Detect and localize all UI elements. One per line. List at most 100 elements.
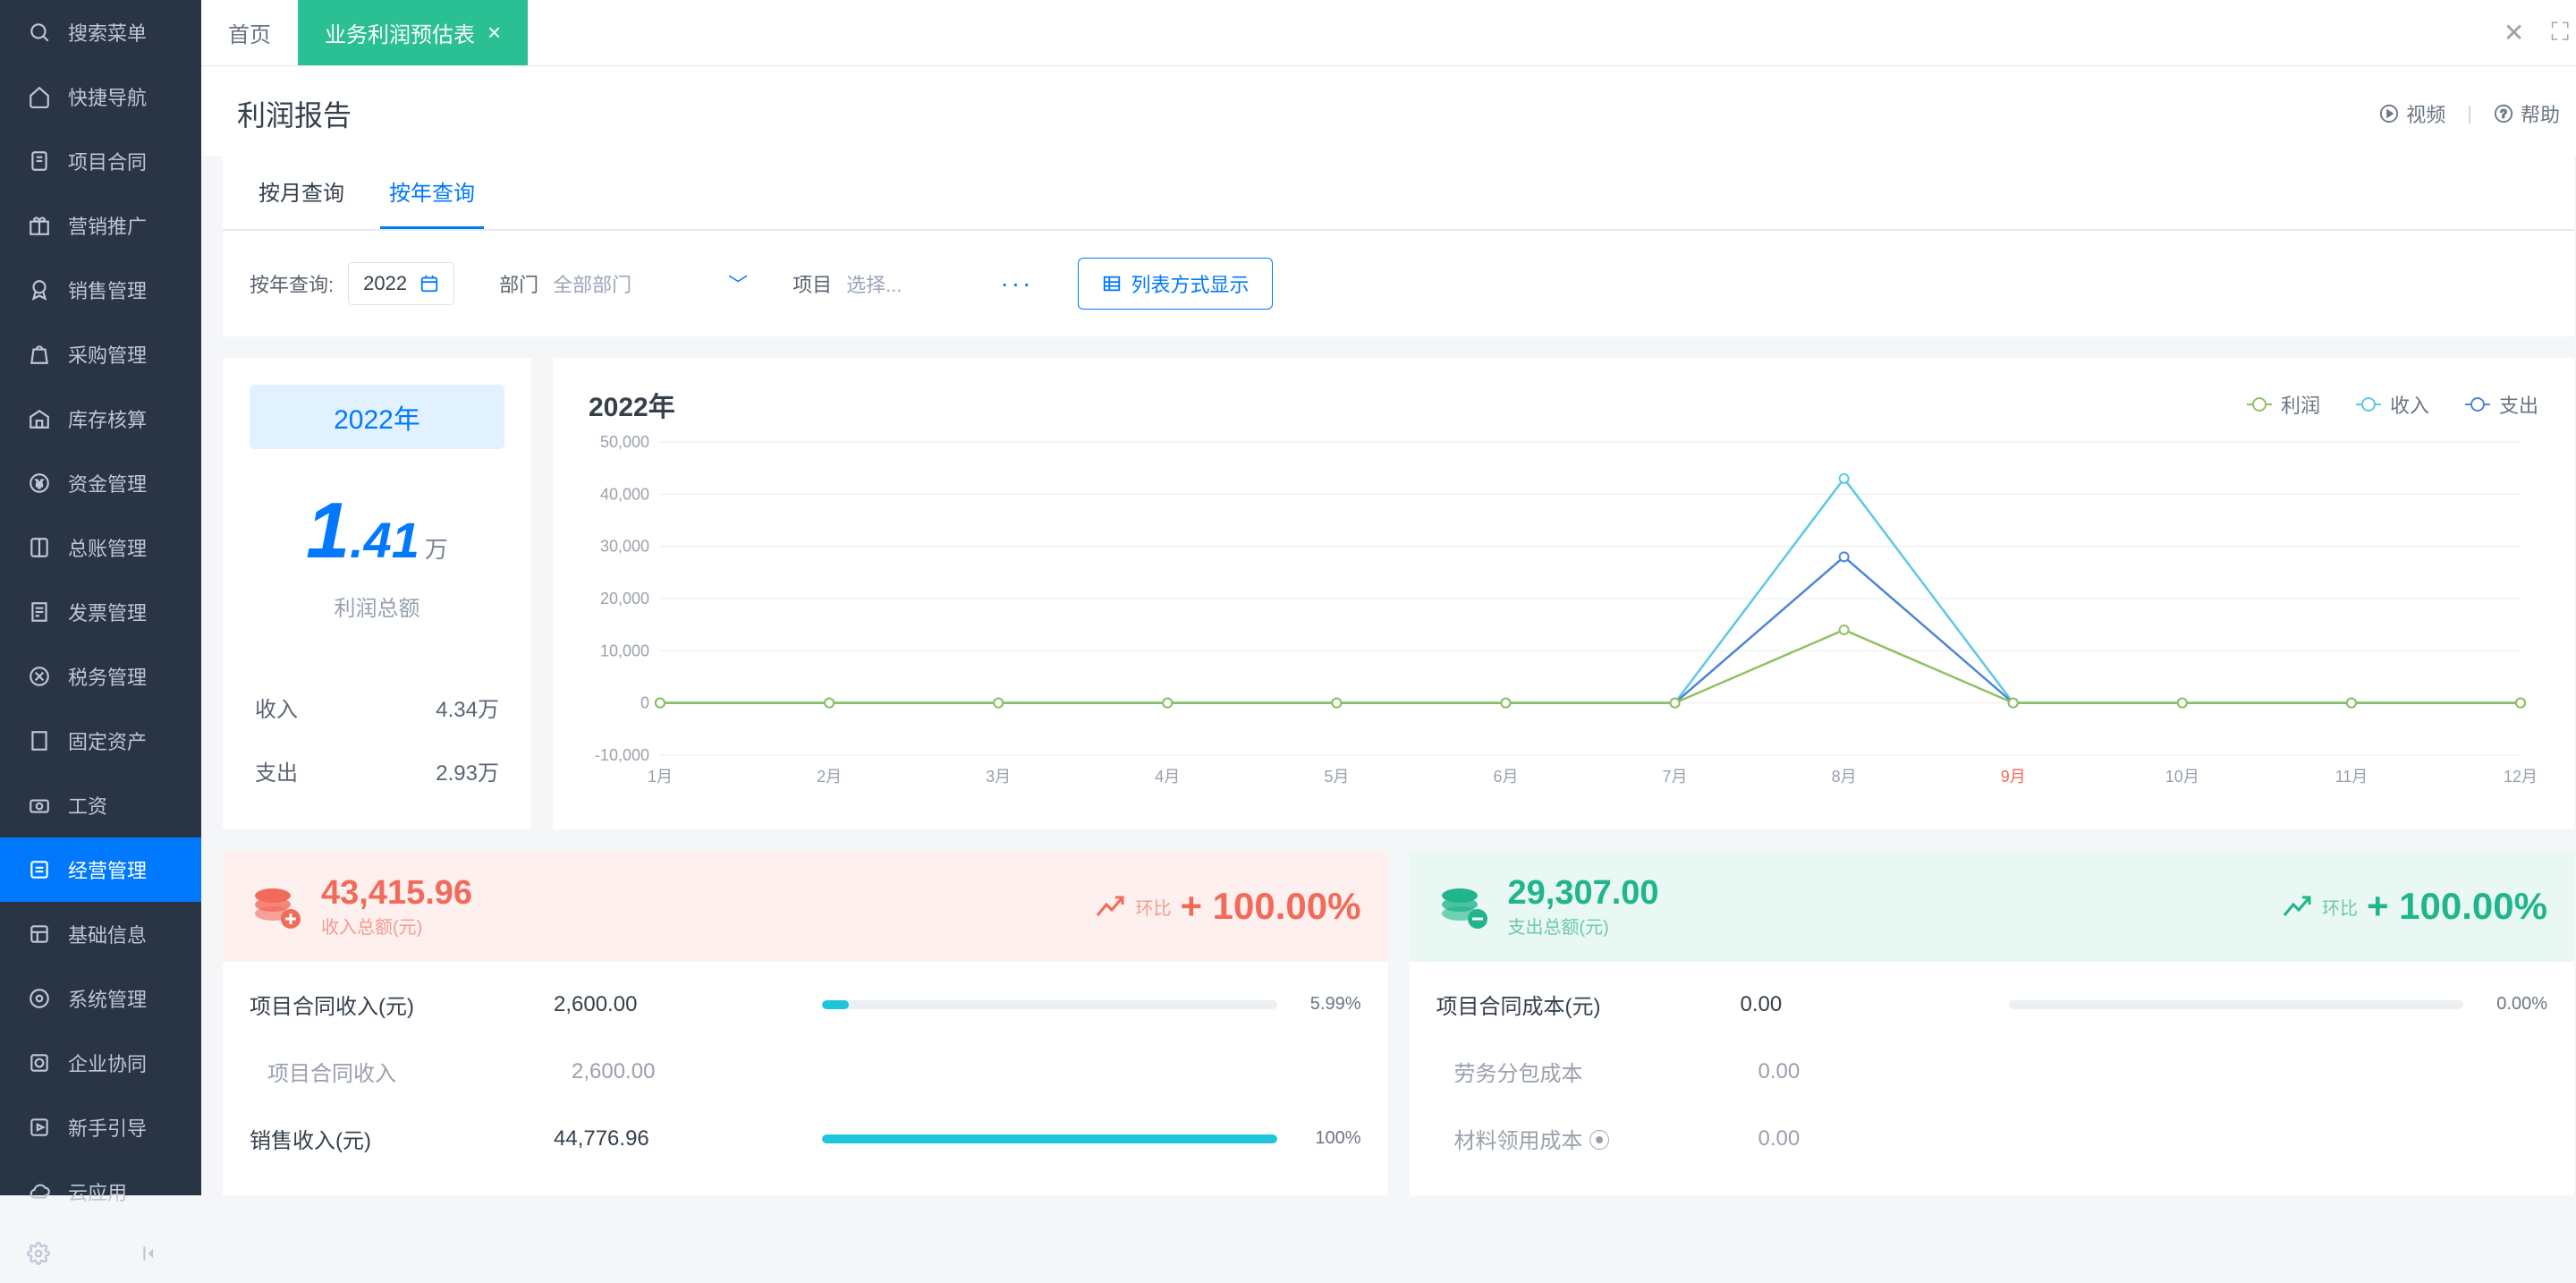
sidebar-item-label: 新手引导	[68, 1113, 147, 1142]
legend-item[interactable]: 利润	[2247, 390, 2320, 419]
expense-summary: 支出 2.93万	[250, 739, 504, 803]
tab-active[interactable]: 业务利润预估表 ×	[298, 0, 528, 65]
chart-legend: 利润 收入 支出	[2247, 390, 2538, 419]
dept-select[interactable]: 全部部门 ﹀	[553, 269, 748, 298]
sidebar-item-16[interactable]: 企业协同	[0, 1031, 201, 1095]
sidebar-item-7[interactable]: ¥ 资金管理	[0, 451, 201, 515]
query-tab-year[interactable]: 按年查询	[380, 156, 484, 229]
system-icon	[27, 986, 52, 1011]
sidebar-item-3[interactable]: 营销推广	[0, 193, 201, 258]
sidebar-item-5[interactable]: 采购管理	[0, 322, 201, 387]
sidebar-item-label: 经营管理	[68, 855, 147, 884]
sidebar-item-label: 总账管理	[68, 533, 147, 562]
search-icon	[27, 20, 52, 45]
breakdown-row: 项目合同成本(元)0.000.00%	[1436, 971, 2548, 1038]
sidebar-item-12[interactable]: 工资	[0, 773, 201, 837]
sidebar-item-17[interactable]: 新手引导	[0, 1095, 201, 1160]
sidebar-item-8[interactable]: 总账管理	[0, 515, 201, 580]
svg-text:¥: ¥	[35, 477, 43, 490]
income-growth: 环比 + 100.00%	[1094, 885, 1360, 928]
sidebar-item-label: 系统管理	[68, 984, 147, 1013]
close-all-icon[interactable]: ✕	[2504, 18, 2524, 47]
sidebar-item-14[interactable]: 基础信息	[0, 902, 201, 966]
sidebar-item-18[interactable]: 云应用	[0, 1160, 201, 1224]
svg-text:12月: 12月	[2504, 768, 2538, 786]
sidebar-item-label: 资金管理	[68, 469, 147, 497]
profit-total: 1.41万	[250, 485, 504, 576]
sidebar-item-11[interactable]: 固定资产	[0, 709, 201, 773]
more-icon[interactable]: ···	[1000, 269, 1033, 298]
breakdown-row: 销售成本(元)23,037.0078.61%	[1436, 1172, 2548, 1195]
breakdown-row: 材料领用成本 ⦿0.00	[1436, 1105, 2548, 1172]
svg-text:0: 0	[640, 694, 649, 712]
sidebar-item-10[interactable]: 税务管理	[0, 644, 201, 709]
sidebar-item-1[interactable]: 快捷导航	[0, 64, 201, 129]
sidebar-item-label: 税务管理	[68, 662, 147, 691]
expense-card: 29,307.00 支出总额(元) 环比 + 100.00% 项目合同成本(元)…	[1410, 851, 2575, 1195]
sidebar-item-9[interactable]: 发票管理	[0, 580, 201, 644]
project-filter: 项目 选择... ···	[792, 269, 1033, 298]
tax-icon	[27, 664, 52, 689]
breakdown-row: 销售收入44,776.96	[250, 1172, 1361, 1195]
svg-text:11月: 11月	[2335, 768, 2368, 786]
sidebar-item-label: 快捷导航	[68, 82, 147, 111]
legend-item[interactable]: 收入	[2356, 390, 2429, 419]
guide-icon	[27, 1115, 52, 1140]
building-icon	[27, 728, 52, 753]
svg-text:6月: 6月	[1493, 768, 1518, 786]
breakdown-row: 项目合同收入2,600.00	[250, 1038, 1361, 1105]
svg-text:40,000: 40,000	[600, 485, 649, 503]
chart-title: 2022年	[589, 385, 675, 424]
warehouse-icon	[27, 406, 52, 431]
trend-up-icon	[2281, 890, 2313, 922]
list-view-button[interactable]: 列表方式显示	[1078, 258, 1273, 310]
gift-icon	[27, 213, 52, 238]
year-badge: 2022年	[250, 385, 504, 449]
svg-text:?: ?	[2500, 107, 2506, 121]
sidebar-item-label: 采购管理	[68, 340, 147, 369]
salary-icon	[27, 793, 52, 818]
gear-icon[interactable]	[27, 1242, 50, 1265]
list-icon	[1102, 274, 1122, 293]
expense-amount: 29,307.00	[1508, 874, 1659, 913]
sidebar-item-6[interactable]: 库存核算	[0, 387, 201, 451]
trend-up-icon	[1094, 890, 1126, 922]
income-icon	[250, 879, 303, 933]
income-card: 43,415.96 收入总额(元) 环比 + 100.00% 项目合同收入(元)…	[223, 851, 1388, 1195]
collapse-icon[interactable]	[140, 1242, 163, 1265]
page-header: 利润报告 视频 | ? 帮助	[201, 66, 2576, 156]
project-select[interactable]: 选择...	[846, 269, 986, 298]
close-icon[interactable]: ×	[487, 19, 501, 47]
money-icon: ¥	[27, 471, 52, 496]
svg-text:10,000: 10,000	[600, 642, 649, 659]
tab-home[interactable]: 首页	[201, 0, 298, 65]
video-link[interactable]: 视频	[2379, 99, 2445, 128]
expense-header: 29,307.00 支出总额(元) 环比 + 100.00%	[1410, 851, 2575, 962]
svg-text:10月: 10月	[2165, 768, 2199, 786]
year-input[interactable]: 2022	[348, 262, 454, 305]
legend-item[interactable]: 支出	[2465, 390, 2538, 419]
svg-text:50,000: 50,000	[600, 433, 649, 451]
breakdown-row: 销售收入(元)44,776.96100%	[250, 1105, 1361, 1172]
receipt-icon	[27, 599, 52, 625]
svg-text:9月: 9月	[2001, 768, 2026, 786]
svg-text:1月: 1月	[648, 768, 673, 786]
sidebar-item-2[interactable]: 项目合同	[0, 129, 201, 193]
sidebar-item-13[interactable]: 经营管理	[0, 837, 201, 902]
dept-filter: 部门 全部部门 ﹀	[499, 269, 748, 298]
collab-icon	[27, 1050, 52, 1075]
sidebar-item-4[interactable]: 销售管理	[0, 258, 201, 322]
line-chart: -10,000010,00020,00030,00040,00050,0001月…	[589, 433, 2538, 791]
sidebar-item-label: 搜索菜单	[68, 18, 147, 47]
query-tab-month[interactable]: 按月查询	[250, 156, 353, 229]
sidebar-item-label: 销售管理	[68, 276, 147, 304]
sidebar-item-label: 营销推广	[68, 211, 147, 240]
help-link[interactable]: ? 帮助	[2494, 99, 2560, 128]
sidebar-item-0[interactable]: 搜索菜单	[0, 0, 201, 64]
expand-icon[interactable]: ⛶	[2551, 18, 2569, 47]
income-summary: 收入 4.34万	[250, 675, 504, 739]
sidebar: 搜索菜单快捷导航项目合同营销推广销售管理采购管理库存核算 ¥ 资金管理总账管理发票管…	[0, 0, 201, 1195]
calendar-icon	[419, 274, 439, 293]
sidebar-item-label: 库存核算	[68, 404, 147, 433]
sidebar-item-15[interactable]: 系统管理	[0, 966, 201, 1031]
